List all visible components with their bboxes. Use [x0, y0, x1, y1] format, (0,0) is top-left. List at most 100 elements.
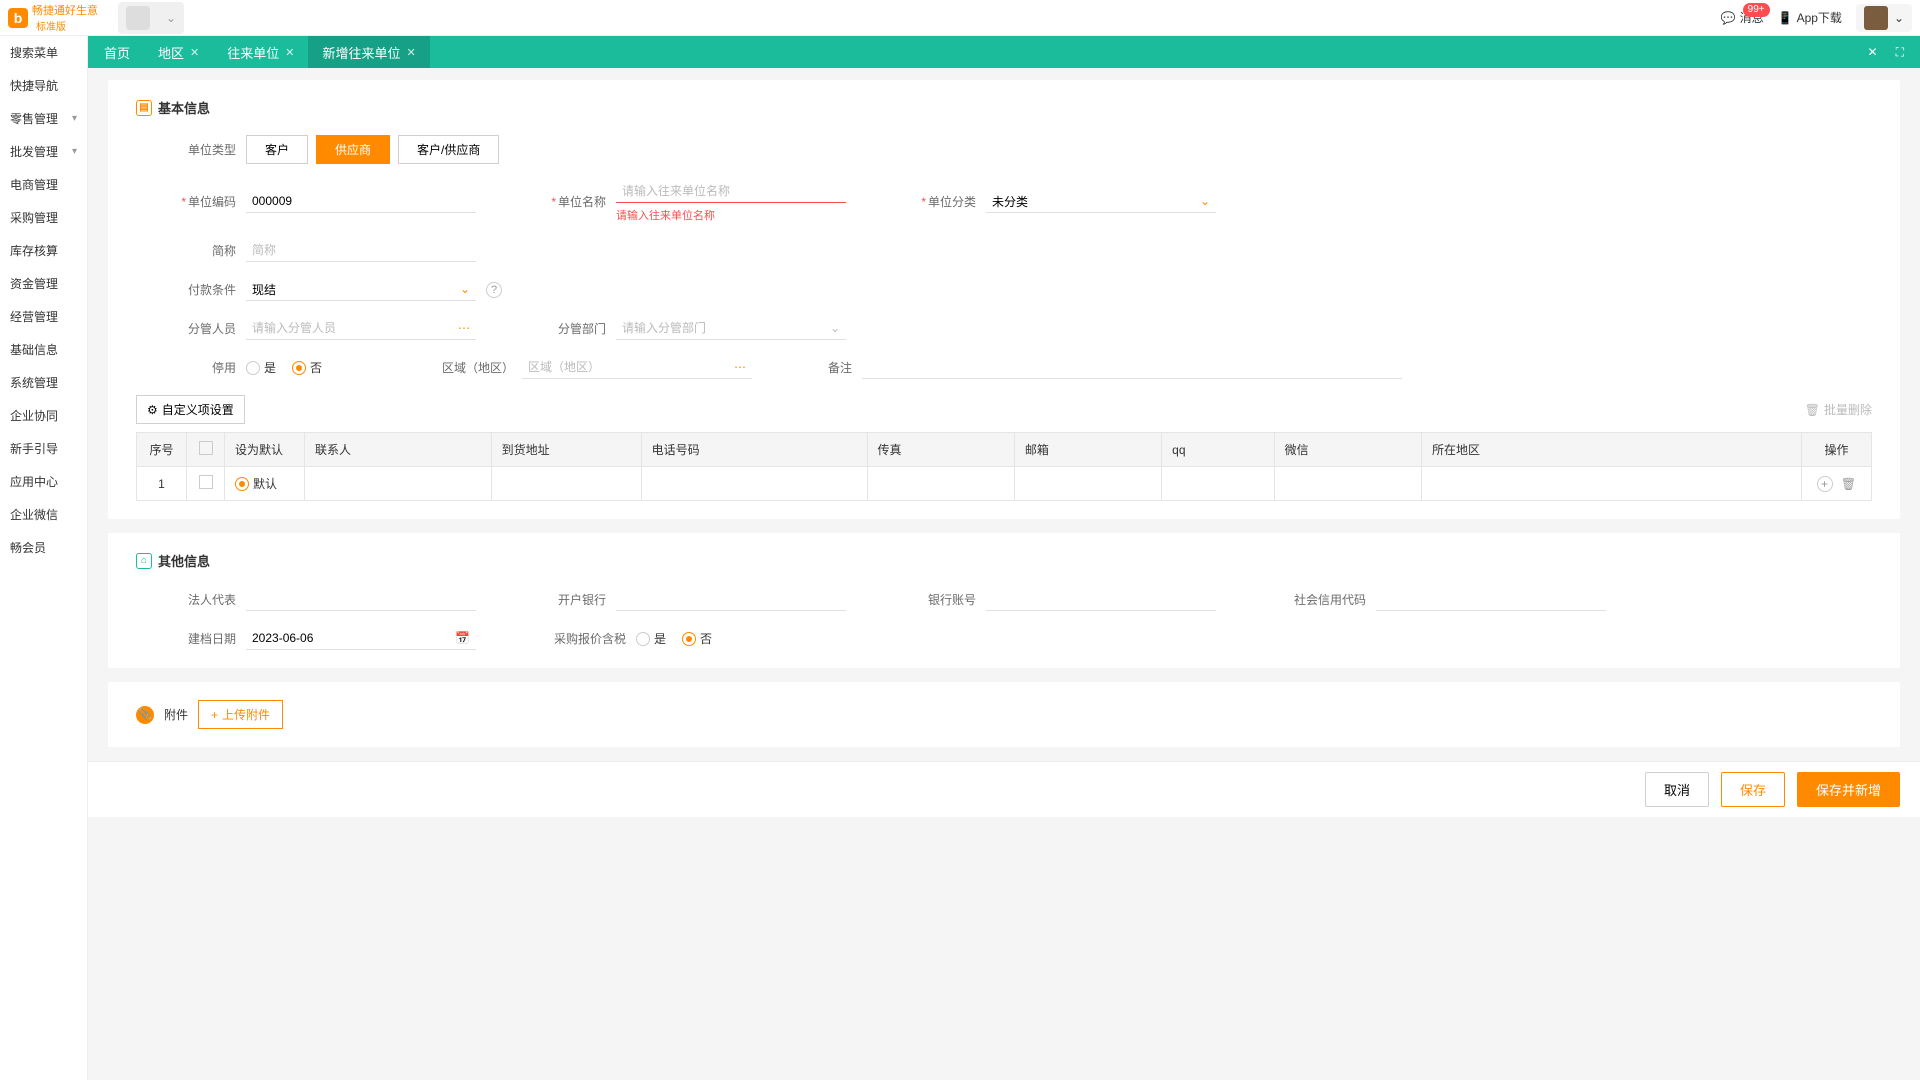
sidebar-item-1[interactable]: 快捷导航 [0, 69, 87, 102]
close-icon[interactable]: ✕ [190, 46, 199, 59]
sidebar-item-10[interactable]: 系统管理 [0, 366, 87, 399]
sidebar-label: 批发管理 [10, 143, 58, 160]
delete-row-button[interactable]: 🗑 [1841, 476, 1857, 492]
tab-0[interactable]: 首页 [90, 36, 144, 68]
chevron-down-icon[interactable]: ⌄ [460, 282, 470, 296]
row-wechat[interactable] [1274, 467, 1421, 501]
company-selector[interactable]: ⌄ [118, 2, 184, 34]
row-phone[interactable] [641, 467, 867, 501]
edition-text: 标准版 [36, 18, 98, 33]
chevron-down-icon[interactable]: ⌄ [1200, 194, 1210, 208]
user-menu[interactable]: ⌄ [1856, 4, 1912, 32]
unit-type-supplier[interactable]: 供应商 [316, 135, 390, 164]
more-icon[interactable]: ⋯ [458, 321, 470, 335]
row-default-label: 默认 [253, 475, 277, 492]
sidebar-label: 企业微信 [10, 506, 58, 523]
col-region: 所在地区 [1422, 433, 1802, 467]
custom-config-button[interactable]: ⚙ 自定义项设置 [136, 395, 245, 424]
add-row-button[interactable]: + [1817, 476, 1833, 492]
sidebar-item-3[interactable]: 批发管理▾ [0, 135, 87, 168]
app-download-button[interactable]: 📱 App下载 [1778, 9, 1842, 26]
col-check [187, 433, 225, 467]
unit-type-segment: 客户 供应商 客户/供应商 [246, 135, 499, 164]
sidebar-label: 库存核算 [10, 242, 58, 259]
unit-category-label: *单位分类 [906, 193, 976, 210]
section-title-other: ⌂ 其他信息 [136, 551, 1872, 570]
tab-3[interactable]: 新增往来单位✕ [308, 36, 429, 68]
col-default: 设为默认 [225, 433, 305, 467]
sidebar-item-14[interactable]: 企业微信 [0, 498, 87, 531]
calendar-icon[interactable]: 📅 [455, 631, 470, 645]
close-icon[interactable]: ✕ [407, 46, 416, 59]
row-fax[interactable] [867, 467, 1014, 501]
legal-rep-input[interactable] [246, 588, 476, 611]
sidebar-item-2[interactable]: 零售管理▾ [0, 102, 87, 135]
sidebar-label: 电商管理 [10, 176, 58, 193]
row-checkbox[interactable] [199, 475, 213, 489]
sidebar-item-12[interactable]: 新手引导 [0, 432, 87, 465]
disable-yes-radio[interactable]: 是 [246, 359, 276, 376]
row-address[interactable] [491, 467, 641, 501]
manager-input[interactable] [246, 317, 476, 340]
sidebar-item-5[interactable]: 采购管理 [0, 201, 87, 234]
tax-no-radio[interactable]: 否 [682, 630, 712, 647]
more-icon[interactable]: ⋯ [734, 360, 746, 374]
tax-yes-radio[interactable]: 是 [636, 630, 666, 647]
other-info-title: 其他信息 [158, 551, 210, 570]
sidebar-item-13[interactable]: 应用中心 [0, 465, 87, 498]
basic-info-title: 基本信息 [158, 98, 210, 117]
tab-2[interactable]: 往来单位✕ [213, 36, 308, 68]
header-checkbox[interactable] [199, 441, 213, 455]
unit-code-input[interactable] [246, 190, 476, 213]
bank-name-input[interactable] [616, 588, 846, 611]
chevron-down-icon: ⌄ [1894, 11, 1904, 25]
messages-button[interactable]: 💬 消息 99+ [1721, 9, 1764, 26]
sidebar-label: 畅会员 [10, 539, 46, 556]
pay-terms-select[interactable] [246, 278, 476, 301]
file-date-input[interactable] [246, 627, 476, 650]
row-email[interactable] [1014, 467, 1161, 501]
bank-account-input[interactable] [986, 588, 1216, 611]
department-select[interactable] [616, 317, 846, 340]
upload-button[interactable]: + 上传附件 [198, 700, 283, 729]
help-icon[interactable]: ? [486, 282, 502, 298]
save-and-new-button[interactable]: 保存并新增 [1797, 772, 1900, 807]
unit-type-both[interactable]: 客户/供应商 [398, 135, 499, 164]
radio-checked-icon [235, 477, 249, 491]
short-name-input[interactable] [246, 239, 476, 262]
sidebar-item-0[interactable]: 搜索菜单 [0, 36, 87, 69]
chevron-down-icon[interactable]: ⌄ [830, 321, 840, 335]
sidebar-item-7[interactable]: 资金管理 [0, 267, 87, 300]
batch-delete-button[interactable]: 🗑 批量删除 [1805, 401, 1872, 418]
remark-input[interactable] [862, 356, 1402, 379]
radio-icon [246, 361, 260, 375]
row-qq[interactable] [1162, 467, 1274, 501]
col-email: 邮箱 [1014, 433, 1161, 467]
sidebar-item-11[interactable]: 企业协同 [0, 399, 87, 432]
save-button[interactable]: 保存 [1721, 772, 1785, 807]
sidebar-item-6[interactable]: 库存核算 [0, 234, 87, 267]
row-region[interactable] [1422, 467, 1802, 501]
sidebar-item-4[interactable]: 电商管理 [0, 168, 87, 201]
department-label: 分管部门 [536, 320, 606, 337]
cancel-button[interactable]: 取消 [1645, 772, 1709, 807]
logo-icon: b [8, 8, 28, 28]
avatar [1864, 6, 1888, 30]
app-download-label: App下载 [1797, 9, 1842, 26]
tab-1[interactable]: 地区✕ [144, 36, 213, 68]
unit-type-customer[interactable]: 客户 [246, 135, 308, 164]
sidebar-item-8[interactable]: 经营管理 [0, 300, 87, 333]
close-icon[interactable]: ✕ [285, 46, 294, 59]
sidebar-item-15[interactable]: 畅会员 [0, 531, 87, 564]
close-all-tabs[interactable]: ✕ [1858, 45, 1888, 59]
fullscreen-toggle[interactable]: ⛶ [1888, 45, 1912, 60]
unit-category-select[interactable] [986, 190, 1216, 213]
disable-no-radio[interactable]: 否 [292, 359, 322, 376]
radio-checked-icon [682, 632, 696, 646]
row-default-cell[interactable]: 默认 [225, 467, 305, 501]
unit-name-input[interactable] [616, 180, 846, 203]
sidebar-item-9[interactable]: 基础信息 [0, 333, 87, 366]
credit-code-input[interactable] [1376, 588, 1606, 611]
row-contact[interactable] [305, 467, 492, 501]
region-input[interactable] [522, 356, 752, 379]
